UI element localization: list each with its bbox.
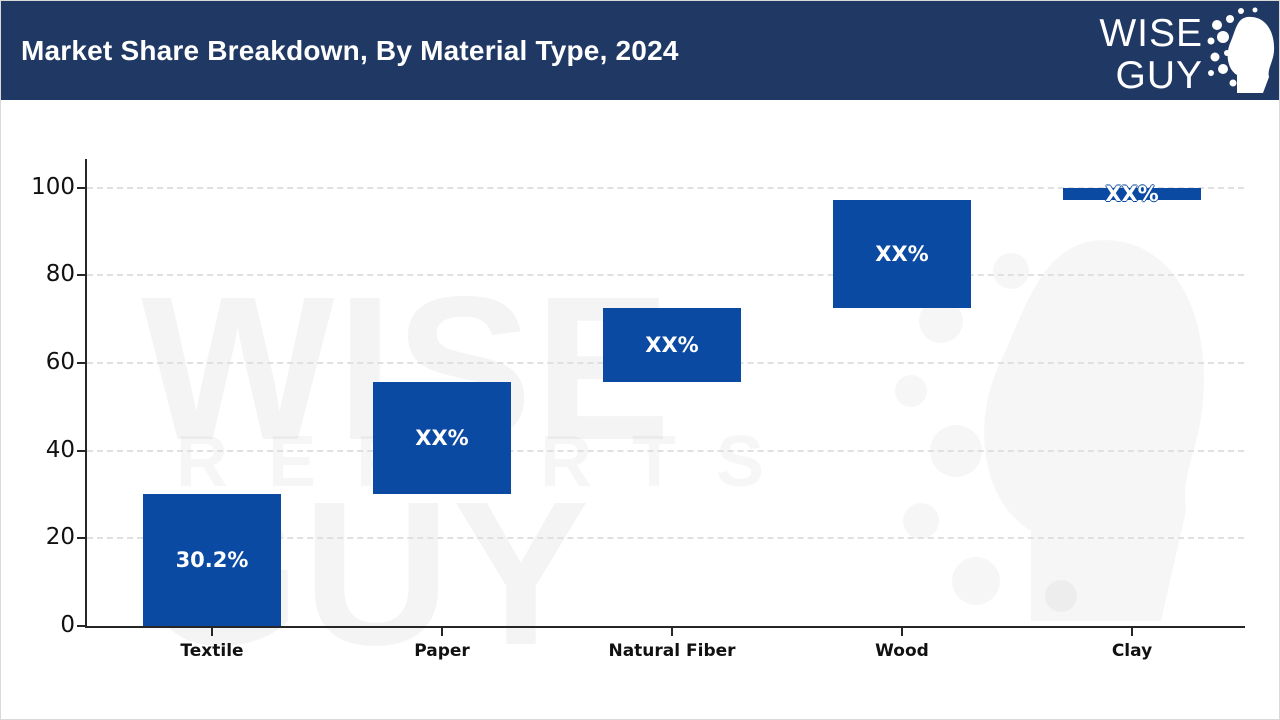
brand-logo: WISE GUY R E P O R T S bbox=[1013, 13, 1203, 135]
y-tick-mark-60 bbox=[77, 362, 85, 365]
x-tick-label-paper: Paper bbox=[414, 641, 470, 661]
bar-textile: 30.2% bbox=[143, 493, 281, 626]
bar-value-label: XX% bbox=[875, 241, 929, 266]
bar-natural-fiber: XX% bbox=[603, 307, 741, 382]
x-tick-mark-natural-fiber bbox=[671, 628, 673, 636]
y-tick-label-60: 60 bbox=[45, 349, 75, 376]
y-tick-mark-20 bbox=[77, 537, 85, 540]
x-tick-label-wood: Wood bbox=[875, 641, 929, 661]
y-axis-line bbox=[85, 159, 87, 628]
gridline-80 bbox=[87, 274, 1244, 277]
brand-logo-name: WISE GUY bbox=[1099, 12, 1203, 97]
y-tick-mark-100 bbox=[77, 186, 85, 189]
header-bar: Market Share Breakdown, By Material Type… bbox=[1, 1, 1279, 135]
x-axis-line bbox=[85, 626, 1245, 628]
bar-wood: XX% bbox=[833, 200, 971, 308]
gridline-20 bbox=[87, 537, 1244, 540]
chart-title: Market Share Breakdown, By Material Type… bbox=[21, 34, 679, 66]
bar-value-label: XX% bbox=[645, 332, 699, 357]
x-tick-mark-textile bbox=[211, 628, 213, 636]
x-tick-mark-clay bbox=[1131, 628, 1133, 636]
bar-value-label: XX% bbox=[1105, 181, 1159, 206]
gridline-100 bbox=[87, 186, 1244, 189]
x-tick-label-textile: Textile bbox=[180, 641, 244, 661]
bar-value-label: XX% bbox=[415, 425, 469, 450]
brand-logo-subtitle: R E P O R T S bbox=[1030, 99, 1201, 134]
x-tick-label-natural-fiber: Natural Fiber bbox=[608, 641, 736, 661]
x-tick-mark-wood bbox=[901, 628, 903, 636]
y-tick-label-0: 0 bbox=[60, 612, 75, 638]
y-tick-label-20: 20 bbox=[45, 524, 75, 551]
y-tick-label-80: 80 bbox=[45, 261, 75, 288]
x-tick-label-clay: Clay bbox=[1111, 641, 1153, 661]
y-tick-mark-80 bbox=[77, 274, 85, 277]
y-tick-label-100: 100 bbox=[31, 173, 75, 200]
brand-logo-face-icon bbox=[1207, 7, 1275, 93]
y-tick-label-40: 40 bbox=[45, 436, 75, 463]
x-tick-mark-paper bbox=[441, 628, 443, 636]
gridline-40 bbox=[87, 449, 1244, 452]
y-tick-mark-0 bbox=[77, 625, 85, 627]
y-tick-mark-40 bbox=[77, 449, 85, 452]
bar-paper: XX% bbox=[373, 381, 511, 494]
bar-value-label: 30.2% bbox=[175, 547, 249, 572]
bar-clay: XX% bbox=[1063, 182, 1201, 206]
